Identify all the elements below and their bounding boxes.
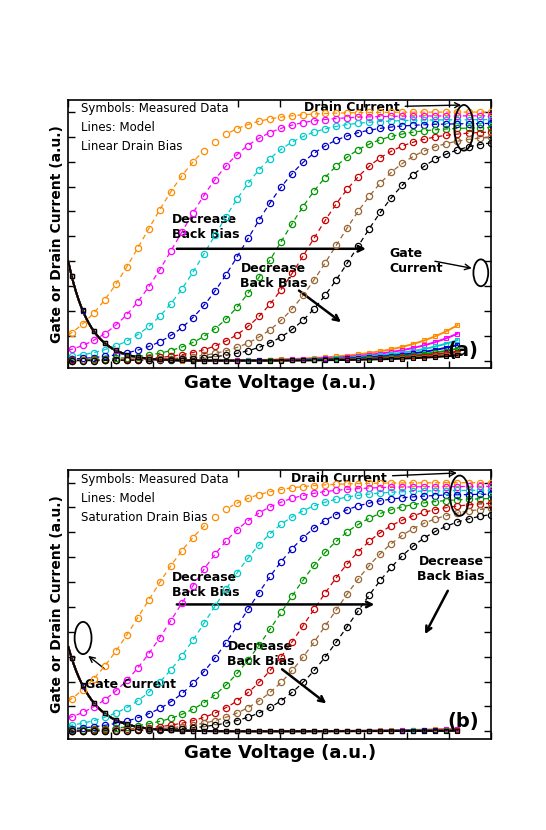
Text: Drain Current: Drain Current bbox=[304, 101, 460, 114]
Text: Decrease
Back Bias: Decrease Back Bias bbox=[418, 555, 485, 583]
Text: Decrease
Back Bias: Decrease Back Bias bbox=[240, 262, 307, 290]
Text: Drain Current: Drain Current bbox=[291, 471, 455, 485]
Text: Symbols: Measured Data
Lines: Model
Saturation Drain Bias: Symbols: Measured Data Lines: Model Satu… bbox=[81, 473, 229, 524]
Text: Decrease
Back Bias: Decrease Back Bias bbox=[227, 640, 294, 667]
Text: Gate Current: Gate Current bbox=[85, 678, 176, 691]
Text: Symbols: Measured Data
Lines: Model
Linear Drain Bias: Symbols: Measured Data Lines: Model Line… bbox=[81, 102, 229, 154]
Text: (a): (a) bbox=[448, 341, 479, 360]
Text: Decrease
Back Bias: Decrease Back Bias bbox=[172, 213, 240, 242]
Text: Gate
Current: Gate Current bbox=[390, 247, 443, 275]
Text: (b): (b) bbox=[447, 711, 479, 730]
Y-axis label: Gate or Drain Current (a.u.): Gate or Drain Current (a.u.) bbox=[50, 496, 64, 713]
X-axis label: Gate Voltage (a.u.): Gate Voltage (a.u.) bbox=[184, 374, 376, 392]
Text: Decrease
Back Bias: Decrease Back Bias bbox=[172, 571, 240, 599]
X-axis label: Gate Voltage (a.u.): Gate Voltage (a.u.) bbox=[184, 745, 376, 762]
Y-axis label: Gate or Drain Current (a.u.): Gate or Drain Current (a.u.) bbox=[50, 125, 64, 343]
